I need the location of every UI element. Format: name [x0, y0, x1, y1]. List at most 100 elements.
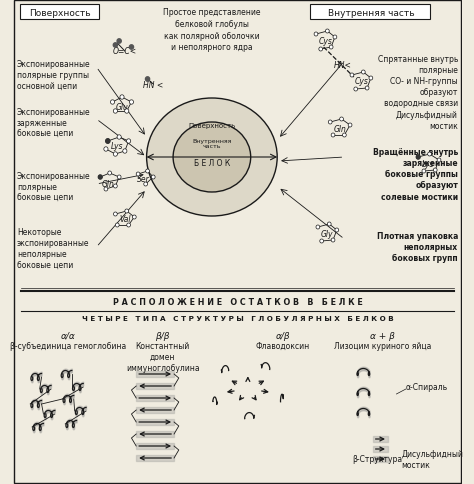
- Text: Gly: Gly: [321, 230, 334, 239]
- Circle shape: [113, 184, 117, 189]
- Text: Б Е Л О К: Б Е Л О К: [194, 159, 230, 168]
- Circle shape: [326, 30, 329, 34]
- Circle shape: [127, 139, 131, 144]
- Circle shape: [113, 212, 117, 216]
- Text: Внутренняя часть: Внутренняя часть: [328, 9, 414, 17]
- Text: α/β: α/β: [275, 332, 290, 340]
- Circle shape: [113, 44, 118, 48]
- Text: Экспонированные
полярные группы
основной цепи: Экспонированные полярные группы основной…: [17, 60, 91, 91]
- Text: Cys: Cys: [355, 77, 368, 86]
- Circle shape: [104, 188, 108, 192]
- Circle shape: [146, 77, 150, 82]
- Text: HN <: HN <: [143, 80, 164, 90]
- Circle shape: [416, 156, 420, 160]
- Text: Ser: Ser: [137, 175, 150, 184]
- Text: Поверхность: Поверхность: [29, 9, 91, 17]
- Circle shape: [106, 139, 110, 144]
- Circle shape: [319, 48, 323, 52]
- Circle shape: [98, 176, 102, 180]
- Text: Val: Val: [119, 215, 131, 224]
- Circle shape: [117, 176, 121, 180]
- Circle shape: [120, 96, 124, 100]
- Ellipse shape: [146, 99, 277, 216]
- Text: Вращённые внутрь
заряженные
боковые группы
образуют
солевые мостики: Вращённые внутрь заряженные боковые груп…: [373, 148, 458, 201]
- Circle shape: [117, 40, 121, 44]
- Text: HN<: HN<: [334, 60, 351, 69]
- Circle shape: [316, 226, 320, 229]
- Text: O=C<: O=C<: [113, 47, 137, 56]
- Circle shape: [129, 45, 134, 50]
- Text: β-Структура: β-Структура: [352, 454, 402, 464]
- Circle shape: [433, 168, 437, 173]
- Text: Экспонированные
заряженные
боковые цепи: Экспонированные заряженные боковые цепи: [17, 108, 91, 139]
- Text: β-субъединица гемоглобина: β-субъединица гемоглобина: [10, 341, 126, 350]
- Text: Поверхность: Поверхность: [188, 123, 236, 129]
- Circle shape: [113, 109, 118, 114]
- Text: Lys: Lys: [111, 142, 124, 151]
- Circle shape: [106, 139, 110, 144]
- Circle shape: [369, 77, 373, 81]
- Circle shape: [104, 148, 108, 152]
- Circle shape: [335, 228, 339, 232]
- Circle shape: [331, 239, 335, 242]
- Circle shape: [146, 170, 149, 174]
- Text: Р А С П О Л О Ж Е Н И Е   О С Т А Т К О В   В   Б Е Л К Е: Р А С П О Л О Ж Е Н И Е О С Т А Т К О В …: [113, 297, 362, 306]
- Circle shape: [117, 136, 121, 140]
- Text: Простое представление
белковой глобулы
как полярной оболочки
и неполярного ядра: Простое представление белковой глобулы к…: [163, 8, 261, 52]
- Circle shape: [314, 33, 318, 37]
- Circle shape: [428, 152, 431, 157]
- Circle shape: [125, 109, 129, 114]
- Text: Внутренняя
часть: Внутренняя часть: [192, 138, 232, 149]
- Text: Лизоцим куриного яйца: Лизоцим куриного яйца: [334, 341, 431, 350]
- Text: Ч Е Т Ы Р Е   Т И П А   С Т Р У К Т У Р Ы   Г Л О Б У Л Я Р Н Ы Х   Б Е Л К О В: Ч Е Т Ы Р Е Т И П А С Т Р У К Т У Р Ы Г …: [82, 316, 393, 321]
- Circle shape: [123, 150, 127, 154]
- Text: Флаводоксин: Флаводоксин: [256, 341, 310, 350]
- Circle shape: [365, 87, 369, 91]
- Circle shape: [350, 74, 354, 78]
- Circle shape: [343, 134, 346, 138]
- Circle shape: [144, 182, 147, 187]
- Circle shape: [108, 172, 111, 176]
- Circle shape: [333, 36, 337, 40]
- Text: α/α: α/α: [61, 332, 75, 340]
- Text: Спрятанные внутрь
полярные
СО- и NН-группы
образуют
водородные связи
Дисульфидны: Спрятанные внутрь полярные СО- и NН-груп…: [378, 55, 458, 130]
- Circle shape: [348, 124, 352, 128]
- Text: Glu: Glu: [116, 103, 128, 112]
- Text: Gln: Gln: [333, 125, 346, 134]
- FancyBboxPatch shape: [20, 5, 99, 20]
- Text: Экспонированные
полярные
боковые цепи: Экспонированные полярные боковые цепи: [17, 172, 91, 203]
- Text: Дисульфидный
мостик: Дисульфидный мостик: [401, 449, 463, 469]
- Circle shape: [125, 210, 128, 213]
- Circle shape: [127, 224, 130, 227]
- Text: α + β: α + β: [370, 332, 395, 340]
- Circle shape: [340, 118, 344, 122]
- Text: Некоторые
экспонированные
неполярные
боковые цепи: Некоторые экспонированные неполярные бок…: [17, 227, 90, 270]
- Circle shape: [331, 134, 335, 138]
- Circle shape: [98, 176, 102, 180]
- Circle shape: [132, 215, 136, 220]
- Text: α-Спираль: α-Спираль: [406, 383, 448, 392]
- Text: Gln: Gln: [101, 180, 114, 189]
- Circle shape: [320, 240, 324, 243]
- Circle shape: [328, 223, 331, 227]
- Circle shape: [422, 170, 426, 174]
- FancyBboxPatch shape: [310, 5, 430, 20]
- Circle shape: [115, 224, 119, 227]
- Text: Плотная упаковка
неполярных
боковых групп: Плотная упаковка неполярных боковых груп…: [376, 231, 458, 263]
- Circle shape: [136, 173, 140, 177]
- Ellipse shape: [173, 123, 251, 193]
- Circle shape: [354, 88, 357, 92]
- Circle shape: [110, 101, 115, 105]
- Text: Cys: Cys: [319, 37, 332, 46]
- Circle shape: [328, 121, 332, 125]
- Text: Lys: Lys: [421, 160, 434, 169]
- Text: Константный
домен
иммуноглобулина: Константный домен иммуноглобулина: [126, 341, 200, 372]
- Circle shape: [329, 46, 333, 50]
- Circle shape: [416, 156, 420, 160]
- Text: β/β: β/β: [155, 332, 170, 340]
- Circle shape: [113, 152, 118, 157]
- Circle shape: [151, 176, 155, 180]
- Circle shape: [129, 101, 134, 105]
- Circle shape: [437, 159, 441, 163]
- Circle shape: [361, 71, 365, 75]
